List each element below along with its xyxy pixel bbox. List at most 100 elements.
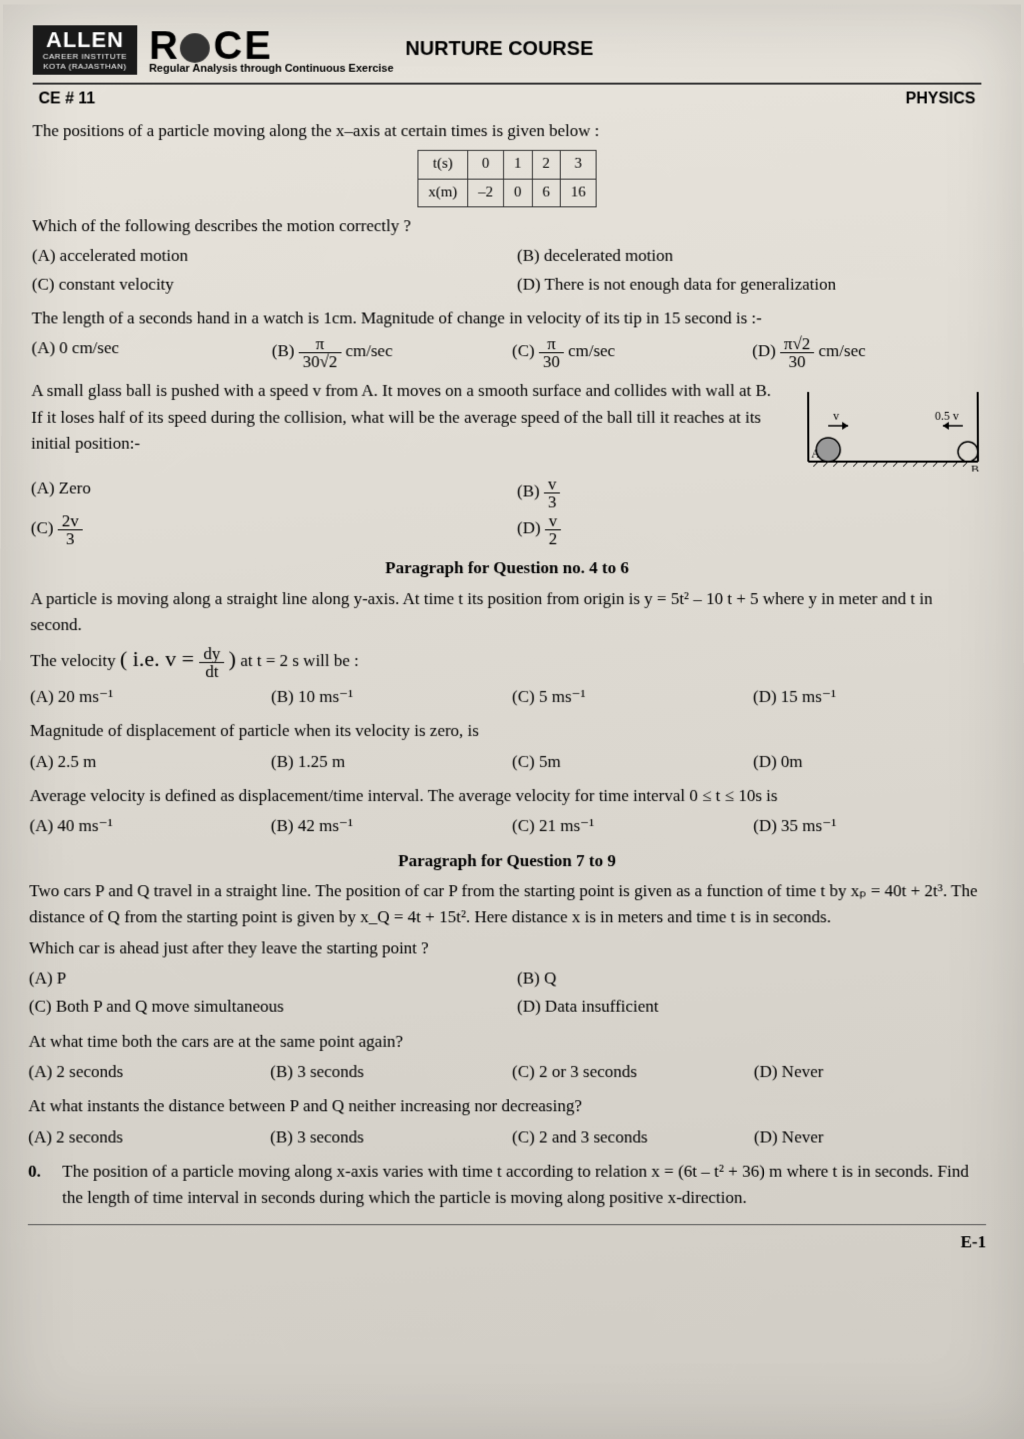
q1-subtext: Which of the following describes the mot… [32, 213, 982, 239]
q1-options: (A) accelerated motion (B) decelerated m… [32, 243, 983, 297]
option-a: (A) 2.5 m [30, 749, 261, 775]
table-cell: 3 [560, 151, 596, 179]
option-a: (A) Zero [31, 476, 497, 511]
label-a: A [811, 447, 820, 461]
option-c: (C) constant velocity [32, 271, 497, 297]
q8-options: (A) 2 seconds (B) 3 seconds (C) 2 or 3 s… [28, 1059, 985, 1086]
q6-text: Average velocity is defined as displacem… [30, 783, 985, 809]
runner-icon [180, 34, 210, 64]
question-7: Which car is ahead just after they leave… [29, 935, 986, 1020]
option-c: (C) 2 and 3 seconds [512, 1124, 744, 1151]
option-d: (D) v2 [517, 513, 983, 548]
allen-logo: ALLEN CAREER INSTITUTE KOTA (RAJASTHAN) [33, 25, 137, 74]
option-c: (C) 21 ms⁻¹ [512, 813, 743, 839]
table-cell: 2 [532, 151, 560, 179]
option-b: (B) v3 [517, 476, 983, 511]
question-1: The positions of a particle moving along… [32, 118, 983, 297]
para2-text: Two cars P and Q travel in a straight li… [29, 878, 985, 931]
table-cell: 0 [468, 151, 504, 179]
option-a: (A) accelerated motion [32, 243, 497, 269]
q9-text: At what instants the distance between P … [28, 1093, 985, 1120]
q9-options: (A) 2 seconds (B) 3 seconds (C) 2 and 3 … [28, 1124, 986, 1151]
brand-sub1: CAREER INSTITUTE [43, 52, 127, 60]
q1-table: t(s) 0 1 2 3 x(m) –2 0 6 16 [417, 150, 596, 207]
option-a: (A) 0 cm/sec [31, 336, 261, 371]
option-a: (A) 20 ms⁻¹ [30, 684, 261, 710]
para1-header: Paragraph for Question no. 4 to 6 [31, 555, 984, 581]
subject: PHYSICS [906, 91, 976, 109]
option-b: (B) 42 ms⁻¹ [271, 813, 502, 839]
option-b: (B) decelerated motion [517, 243, 982, 269]
q10-text: The position of a particle moving along … [62, 1159, 986, 1212]
option-d: (D) Data insufficient [517, 994, 985, 1020]
subheader: CE # 11 PHYSICS [33, 91, 982, 109]
question-4: The velocity ( i.e. v = dydt ) at t = 2 … [30, 642, 984, 710]
option-a: (A) 2 seconds [28, 1059, 260, 1086]
q8-text: At what time both the cars are at the sa… [29, 1028, 986, 1054]
content: The positions of a particle moving along… [28, 118, 986, 1255]
question-2: The length of a seconds hand in a watch … [31, 305, 982, 370]
question-3: A small glass ball is pushed with a spee… [31, 378, 984, 547]
table-cell: –2 [468, 179, 504, 207]
question-9: At what instants the distance between P … [28, 1093, 986, 1150]
q7-text: Which car is ahead just after they leave… [29, 935, 985, 961]
q5-options: (A) 2.5 m (B) 1.25 m (C) 5m (D) 0m [30, 749, 984, 775]
option-b: (B) π30√2 cm/sec [272, 336, 502, 371]
race-subtitle: Regular Analysis through Continuous Exer… [149, 63, 394, 75]
brand-sub2: KOTA (RAJASTHAN) [43, 62, 126, 70]
table-cell: 16 [560, 179, 596, 207]
option-d: (D) π√230 cm/sec [752, 336, 982, 371]
table-cell: t(s) [418, 151, 468, 179]
option-b: (B) Q [517, 965, 985, 991]
option-b: (B) 10 ms⁻¹ [271, 684, 502, 710]
header: ALLEN CAREER INSTITUTE KOTA (RAJASTHAN) … [33, 24, 982, 84]
option-d: (D) Never [754, 1059, 986, 1086]
option-d: (D) 0m [753, 749, 984, 775]
question-10: 0. The position of a particle moving alo… [28, 1159, 986, 1212]
option-d: (D) 15 ms⁻¹ [753, 684, 984, 710]
question-6: Average velocity is defined as displacem… [29, 783, 984, 840]
q7-options: (A) P (B) Q (C) Both P and Q move simult… [29, 965, 986, 1020]
option-a: (A) 40 ms⁻¹ [29, 813, 260, 839]
option-c: (C) 2v3 [31, 513, 497, 548]
option-b: (B) 3 seconds [270, 1124, 502, 1151]
page: ALLEN CAREER INSTITUTE KOTA (RAJASTHAN) … [0, 5, 1024, 1439]
label-05v: 0.5 v [935, 409, 959, 423]
q3-options: (A) Zero (B) v3 (C) 2v3 (D) v2 [31, 476, 984, 548]
option-c: (C) 5m [512, 749, 743, 775]
q2-text: The length of a seconds hand in a watch … [32, 305, 983, 331]
option-c: (C) 2 or 3 seconds [512, 1059, 744, 1086]
course-title: NURTURE COURSE [405, 38, 593, 61]
para1-text: A particle is moving along a straight li… [30, 586, 983, 639]
option-c: (C) Both P and Q move simultaneous [29, 994, 497, 1020]
option-b: (B) 3 seconds [270, 1059, 502, 1086]
option-b: (B) 1.25 m [271, 749, 502, 775]
q3-text: A small glass ball is pushed with a spee… [31, 378, 779, 457]
option-d: (D) There is not enough data for general… [517, 271, 982, 297]
question-8: At what time both the cars are at the sa… [28, 1028, 985, 1085]
page-footer: E-1 [28, 1224, 986, 1256]
option-d: (D) 35 ms⁻¹ [753, 813, 984, 839]
race-block: RCE Regular Analysis through Continuous … [149, 24, 394, 74]
option-c: (C) π30 cm/sec [512, 336, 742, 371]
table-cell: x(m) [418, 179, 468, 207]
q1-text: The positions of a particle moving along… [32, 118, 981, 144]
q4-text: The velocity ( i.e. v = dydt ) at t = 2 … [30, 642, 984, 680]
table-cell: 1 [504, 151, 532, 179]
option-a: (A) 2 seconds [28, 1124, 260, 1151]
label-v: v [833, 409, 839, 423]
question-5: Magnitude of displacement of particle wh… [30, 718, 984, 775]
option-c: (C) 5 ms⁻¹ [512, 684, 743, 710]
q6-options: (A) 40 ms⁻¹ (B) 42 ms⁻¹ (C) 21 ms⁻¹ (D) … [29, 813, 984, 839]
label-b: B [971, 463, 979, 472]
q10-number: 0. [28, 1159, 54, 1212]
q5-text: Magnitude of displacement of particle wh… [30, 718, 984, 744]
para2-header: Paragraph for Question 7 to 9 [29, 848, 984, 874]
q2-options: (A) 0 cm/sec (B) π30√2 cm/sec (C) π30 cm… [31, 336, 982, 371]
race-text: RCE [149, 24, 273, 67]
brand-name: ALLEN [46, 29, 124, 51]
table-cell: 0 [504, 179, 532, 207]
exercise-num: CE # 11 [39, 91, 96, 109]
option-d: (D) Never [754, 1124, 986, 1151]
option-a: (A) P [29, 965, 497, 991]
